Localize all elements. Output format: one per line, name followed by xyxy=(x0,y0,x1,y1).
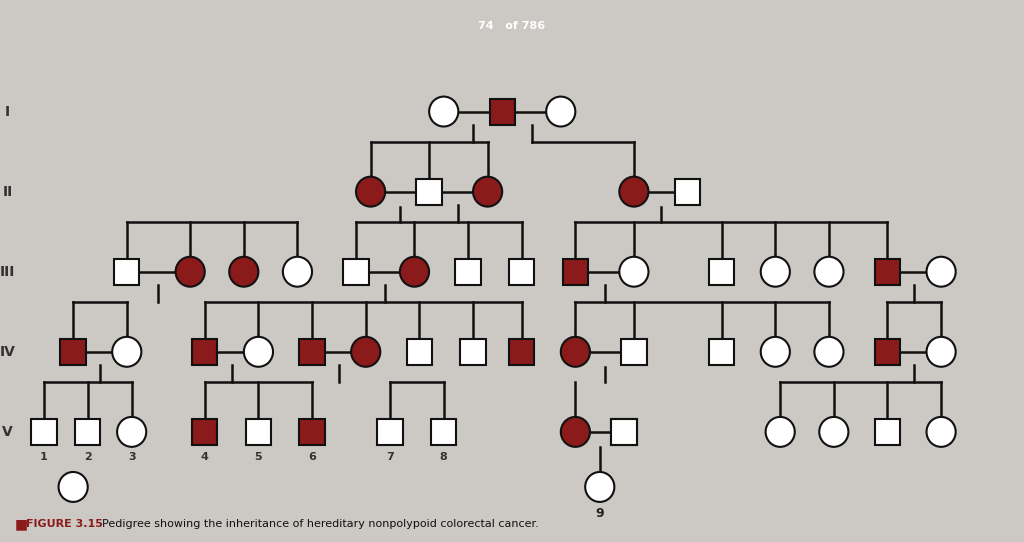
FancyBboxPatch shape xyxy=(299,339,325,365)
FancyBboxPatch shape xyxy=(874,339,900,365)
Ellipse shape xyxy=(283,257,312,287)
Ellipse shape xyxy=(561,337,590,367)
Ellipse shape xyxy=(819,417,849,447)
Ellipse shape xyxy=(117,417,146,447)
Text: 74   of 786: 74 of 786 xyxy=(478,21,546,31)
FancyBboxPatch shape xyxy=(60,339,86,365)
Ellipse shape xyxy=(400,257,429,287)
Ellipse shape xyxy=(351,337,380,367)
Text: III: III xyxy=(0,264,15,279)
Ellipse shape xyxy=(814,337,844,367)
Text: 2: 2 xyxy=(84,452,91,462)
Ellipse shape xyxy=(761,257,790,287)
Ellipse shape xyxy=(229,257,258,287)
Text: 4: 4 xyxy=(201,452,209,462)
FancyBboxPatch shape xyxy=(407,339,432,365)
FancyBboxPatch shape xyxy=(675,179,700,205)
FancyBboxPatch shape xyxy=(874,259,900,285)
FancyBboxPatch shape xyxy=(622,339,646,365)
Ellipse shape xyxy=(814,257,844,287)
Ellipse shape xyxy=(561,417,590,447)
Ellipse shape xyxy=(473,177,502,207)
FancyBboxPatch shape xyxy=(563,259,588,285)
Ellipse shape xyxy=(356,177,385,207)
FancyBboxPatch shape xyxy=(489,99,515,125)
FancyBboxPatch shape xyxy=(193,339,217,365)
FancyBboxPatch shape xyxy=(611,419,637,445)
FancyBboxPatch shape xyxy=(611,419,637,445)
FancyBboxPatch shape xyxy=(31,419,56,445)
Ellipse shape xyxy=(927,337,955,367)
Text: 5: 5 xyxy=(255,452,262,462)
FancyBboxPatch shape xyxy=(461,339,485,365)
Ellipse shape xyxy=(927,417,955,447)
Text: II: II xyxy=(3,185,13,198)
Ellipse shape xyxy=(585,472,614,502)
FancyBboxPatch shape xyxy=(114,259,139,285)
Ellipse shape xyxy=(244,337,273,367)
FancyBboxPatch shape xyxy=(417,179,441,205)
FancyBboxPatch shape xyxy=(431,419,457,445)
Text: 8: 8 xyxy=(440,452,447,462)
FancyBboxPatch shape xyxy=(509,339,535,365)
Text: 9: 9 xyxy=(596,507,604,520)
Ellipse shape xyxy=(620,177,648,207)
Ellipse shape xyxy=(620,257,648,287)
FancyBboxPatch shape xyxy=(709,339,734,365)
Text: 3: 3 xyxy=(128,452,135,462)
Text: ■: ■ xyxy=(14,517,28,531)
Ellipse shape xyxy=(766,417,795,447)
FancyBboxPatch shape xyxy=(193,419,217,445)
Ellipse shape xyxy=(58,472,88,502)
Text: FIGURE 3.15: FIGURE 3.15 xyxy=(27,519,103,529)
Ellipse shape xyxy=(546,96,575,126)
Text: 1: 1 xyxy=(40,452,48,462)
FancyBboxPatch shape xyxy=(75,419,100,445)
Ellipse shape xyxy=(113,337,141,367)
Text: I: I xyxy=(5,105,10,119)
Text: 6: 6 xyxy=(308,452,316,462)
Ellipse shape xyxy=(761,337,790,367)
FancyBboxPatch shape xyxy=(509,259,535,285)
FancyBboxPatch shape xyxy=(378,419,402,445)
Text: Pedigree showing the inheritance of hereditary nonpolypoid colorectal cancer.: Pedigree showing the inheritance of here… xyxy=(102,519,540,529)
FancyBboxPatch shape xyxy=(343,259,369,285)
FancyBboxPatch shape xyxy=(874,419,900,445)
Ellipse shape xyxy=(175,257,205,287)
FancyBboxPatch shape xyxy=(299,419,325,445)
FancyBboxPatch shape xyxy=(456,259,481,285)
Ellipse shape xyxy=(927,257,955,287)
Text: V: V xyxy=(2,425,13,439)
Text: IV: IV xyxy=(0,345,15,359)
Ellipse shape xyxy=(429,96,459,126)
FancyBboxPatch shape xyxy=(246,419,271,445)
Text: 7: 7 xyxy=(386,452,394,462)
FancyBboxPatch shape xyxy=(709,259,734,285)
